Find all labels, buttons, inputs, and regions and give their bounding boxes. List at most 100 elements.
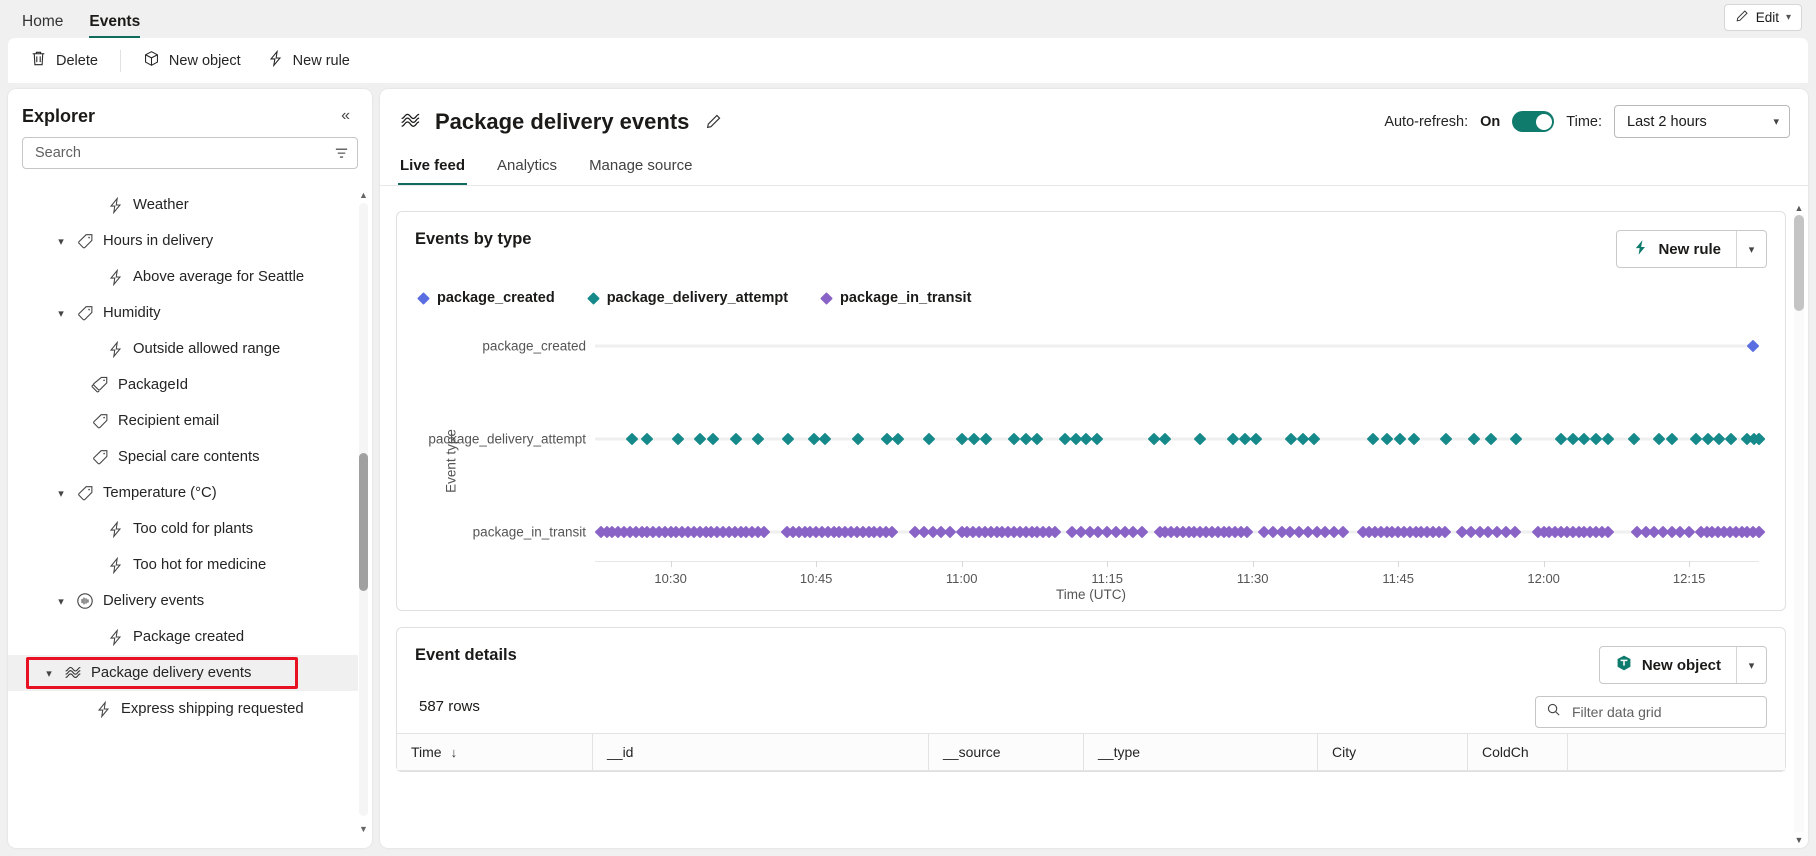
data-point[interactable] <box>1135 526 1149 539</box>
chevron-down-icon[interactable]: ▾ <box>58 307 64 320</box>
tree-item-outside-allowed-range[interactable]: Outside allowed range <box>8 331 358 367</box>
data-point[interactable] <box>1746 339 1760 352</box>
data-point[interactable] <box>1589 432 1603 446</box>
rename-pencil-icon[interactable] <box>705 113 722 130</box>
search-box[interactable] <box>22 137 358 169</box>
tree-item-weather[interactable]: Weather <box>8 187 358 223</box>
chart-new-rule-button[interactable]: New rule <box>1617 231 1736 267</box>
data-point[interactable] <box>641 432 654 446</box>
data-point[interactable] <box>625 432 639 446</box>
filter-data-grid-input[interactable] <box>1570 703 1756 721</box>
grid-column-header-source[interactable]: __source <box>929 734 1084 770</box>
data-point[interactable] <box>729 432 743 446</box>
chart-new-rule-caret[interactable]: ▾ <box>1736 231 1766 267</box>
data-point[interactable] <box>1284 432 1298 446</box>
data-point[interactable] <box>1030 432 1044 446</box>
data-point[interactable] <box>955 432 969 446</box>
edit-button[interactable]: Edit ▾ <box>1723 4 1802 31</box>
data-point[interactable] <box>1193 432 1207 446</box>
delete-button[interactable]: Delete <box>18 44 110 77</box>
chevron-down-icon[interactable]: ▾ <box>46 667 52 680</box>
data-point[interactable] <box>706 432 719 446</box>
data-point[interactable] <box>1380 432 1393 446</box>
details-new-object-button[interactable]: New object <box>1600 647 1736 683</box>
tree-item-packageid[interactable]: PackageId <box>8 367 358 403</box>
tree-item-above-average-for-seattle[interactable]: Above average for Seattle <box>8 259 358 295</box>
data-point[interactable] <box>1508 526 1521 539</box>
grid-column-header-time[interactable]: Time ↓ <box>397 734 593 770</box>
tree-item-express-shipping-requested[interactable]: Express shipping requested <box>8 691 358 727</box>
grid-column-header-type[interactable]: __type <box>1084 734 1318 770</box>
data-point[interactable] <box>1394 432 1407 446</box>
main-scrollbar[interactable]: ▲ ▼ <box>1793 201 1805 846</box>
filter-data-grid-box[interactable] <box>1535 696 1767 728</box>
auto-refresh-toggle[interactable] <box>1512 111 1555 132</box>
filter-icon[interactable] <box>334 146 349 161</box>
tree-scrollbar-thumb[interactable] <box>359 453 368 591</box>
new-rule-button[interactable]: New rule <box>255 44 362 77</box>
data-point[interactable] <box>1307 432 1321 446</box>
tree-item-delivery-events[interactable]: ▾ Delivery events <box>8 583 358 619</box>
new-object-button[interactable]: New object <box>131 44 253 77</box>
data-point[interactable] <box>1408 432 1421 446</box>
data-point[interactable] <box>1467 432 1481 446</box>
main-scroll-up-arrow[interactable]: ▲ <box>1794 202 1804 213</box>
data-point[interactable] <box>1090 432 1104 446</box>
data-point[interactable] <box>781 432 795 446</box>
data-point[interactable] <box>851 432 865 446</box>
tree-item-package-delivery-events[interactable]: ▾ Package delivery events <box>8 655 358 691</box>
legend-item-package_created[interactable]: package_created <box>417 290 555 306</box>
data-point[interactable] <box>1158 432 1172 446</box>
tree-scroll-up-arrow[interactable]: ▲ <box>359 189 368 200</box>
main-scrollbar-thumb[interactable] <box>1794 215 1804 311</box>
tree-item-special-care-contents[interactable]: Special care contents <box>8 439 358 475</box>
data-point[interactable] <box>891 432 904 446</box>
data-point[interactable] <box>1509 432 1523 446</box>
legend-item-package_delivery_attempt[interactable]: package_delivery_attempt <box>586 290 788 306</box>
data-point[interactable] <box>943 526 957 539</box>
tree-item-too-cold-for-plants[interactable]: Too cold for plants <box>8 511 358 547</box>
tree-item-recipient-email[interactable]: Recipient email <box>8 403 358 439</box>
data-point[interactable] <box>1336 526 1350 539</box>
data-point[interactable] <box>1682 526 1696 539</box>
data-point[interactable] <box>1439 432 1453 446</box>
data-point[interactable] <box>819 432 832 446</box>
grid-column-header-id[interactable]: __id <box>593 734 929 770</box>
data-point[interactable] <box>922 432 936 446</box>
data-point[interactable] <box>1652 432 1666 446</box>
chevron-down-icon[interactable]: ▾ <box>58 595 64 608</box>
data-point[interactable] <box>1724 432 1738 446</box>
tab-analytics[interactable]: Analytics <box>497 157 558 174</box>
main-scroll-down-arrow[interactable]: ▼ <box>1794 834 1804 845</box>
grid-column-header-coldch[interactable]: ColdCh <box>1468 734 1568 770</box>
chevron-down-icon[interactable]: ▾ <box>58 235 64 248</box>
tree-item-humidity[interactable]: ▾ Humidity <box>8 295 358 331</box>
nav-item-home[interactable]: Home <box>22 13 64 30</box>
data-point[interactable] <box>1249 432 1263 446</box>
data-point[interactable] <box>979 432 993 446</box>
data-point[interactable] <box>693 432 707 446</box>
search-input[interactable] <box>33 144 334 162</box>
tree-scrollbar-track[interactable] <box>359 203 368 816</box>
data-point[interactable] <box>1665 432 1679 446</box>
main-scrollbar-track[interactable] <box>1794 215 1804 832</box>
tree-item-hours-in-delivery[interactable]: ▾ Hours in delivery <box>8 223 358 259</box>
tab-live-feed[interactable]: Live feed <box>398 150 468 185</box>
data-point[interactable] <box>1007 432 1021 446</box>
data-point[interactable] <box>1601 432 1615 446</box>
data-point[interactable] <box>751 432 765 446</box>
data-point[interactable] <box>1226 432 1240 446</box>
legend-item-package_in_transit[interactable]: package_in_transit <box>820 290 971 306</box>
data-point[interactable] <box>1554 432 1568 446</box>
data-point[interactable] <box>1628 432 1641 446</box>
data-point[interactable] <box>671 432 685 446</box>
chevron-down-icon[interactable]: ▾ <box>58 487 64 500</box>
tree-scroll-down-arrow[interactable]: ▼ <box>359 823 368 834</box>
tab-manage-source[interactable]: Manage source <box>589 157 693 174</box>
tree-item-package-created[interactable]: Package created <box>8 619 358 655</box>
data-point[interactable] <box>1484 432 1498 446</box>
collapse-sidebar-button[interactable]: « <box>341 107 350 124</box>
details-new-object-caret[interactable]: ▾ <box>1736 647 1766 683</box>
tree-item-too-hot-for-medicine[interactable]: Too hot for medicine <box>8 547 358 583</box>
data-point[interactable] <box>1689 432 1703 446</box>
